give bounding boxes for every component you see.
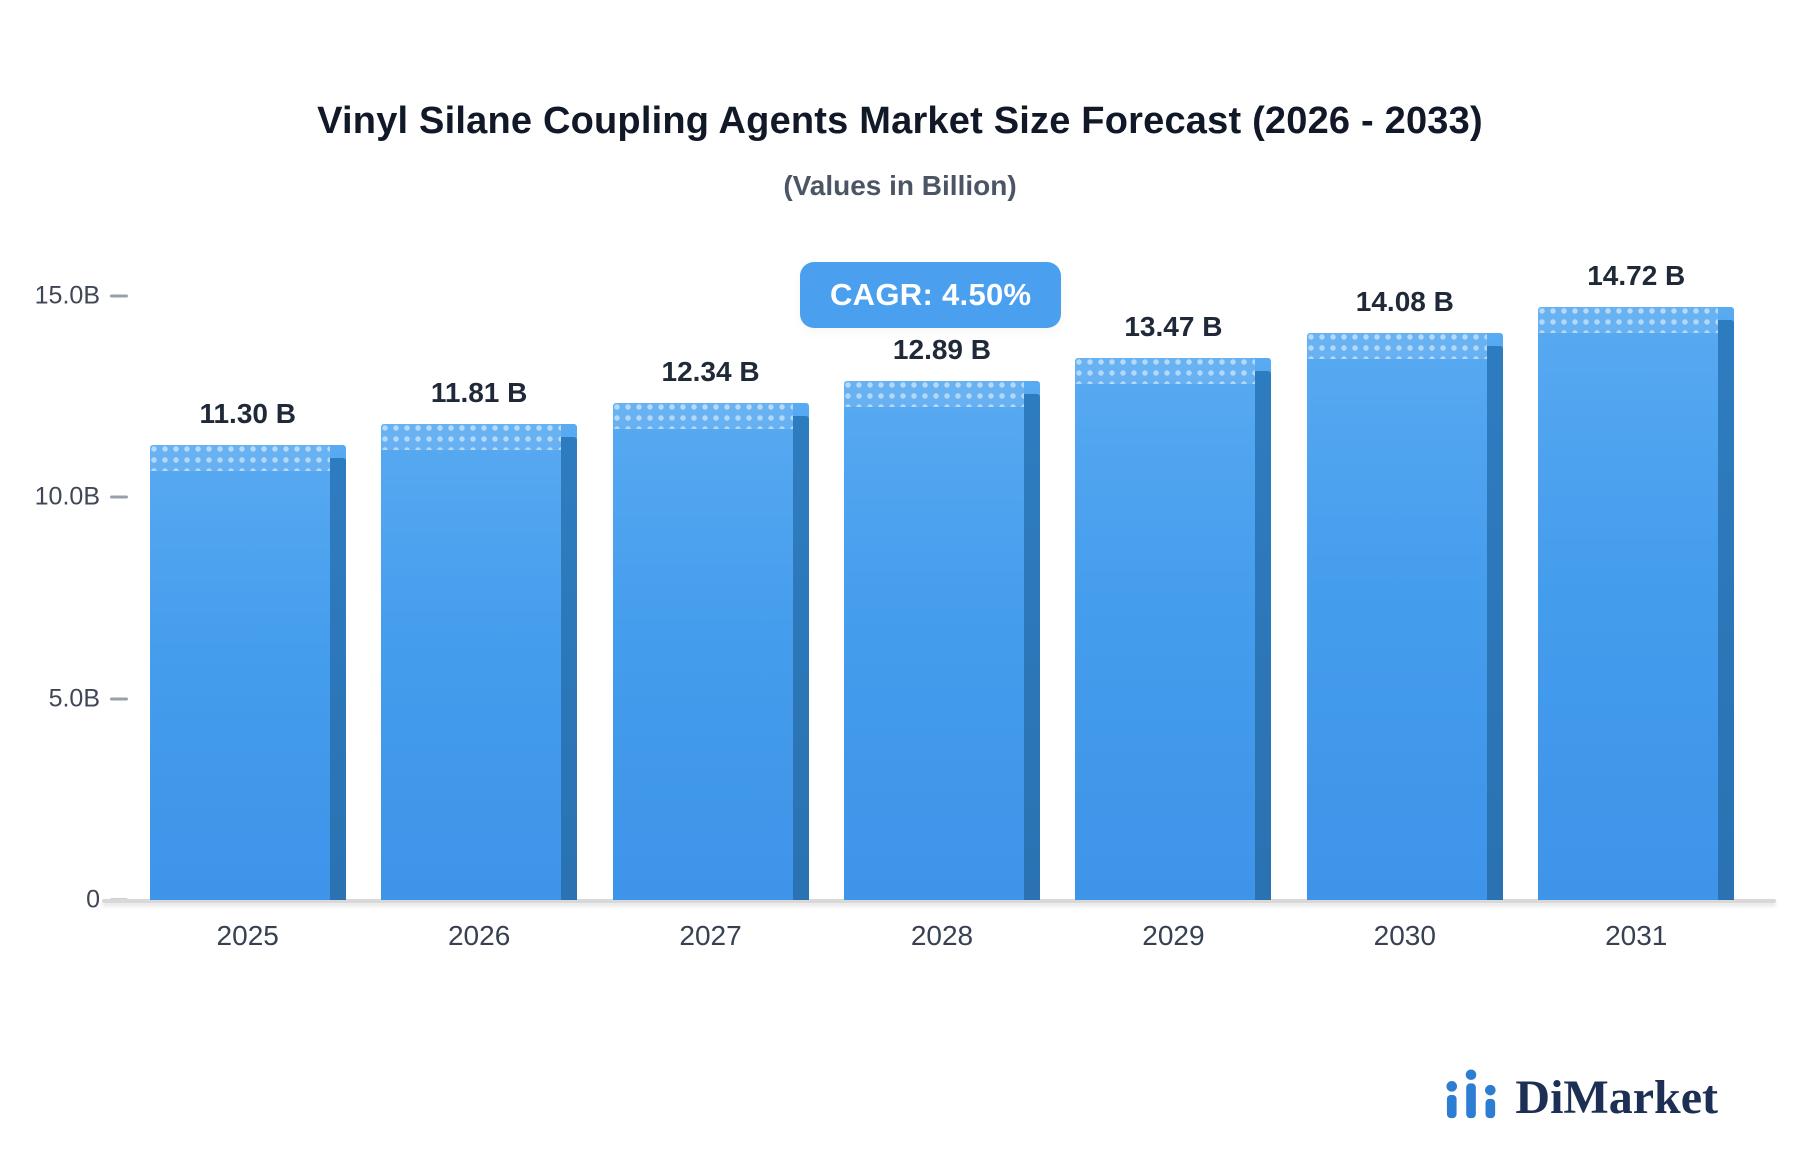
bar-2026: 11.81 B bbox=[381, 377, 578, 900]
y-tick-label: 10.0B bbox=[34, 482, 100, 511]
bar-side-shadow bbox=[561, 437, 578, 900]
bar-top-cap bbox=[1306, 333, 1487, 360]
bar-2031: 14.72 B bbox=[1538, 260, 1735, 900]
bar-side-shadow bbox=[1255, 370, 1272, 900]
bar-face bbox=[612, 403, 809, 900]
y-tick: 15.0B bbox=[0, 282, 128, 311]
y-axis: 15.0B 10.0B 5.0B 0 bbox=[0, 282, 128, 914]
bar-value-label: 11.30 B bbox=[199, 398, 296, 429]
y-tick-mark bbox=[110, 495, 128, 499]
bar-top-cap bbox=[843, 380, 1024, 407]
chart-subtitle: (Values in Billion) bbox=[783, 170, 1017, 201]
bar-2028: 12.89 B bbox=[843, 334, 1040, 900]
bar-face bbox=[1306, 333, 1503, 900]
bar-side-shadow bbox=[1023, 393, 1040, 900]
bar-face bbox=[1075, 357, 1272, 900]
y-tick-label: 15.0B bbox=[34, 281, 100, 310]
bar-slot: 12.89 B 2028 bbox=[826, 296, 1057, 951]
bar-top-cap bbox=[381, 424, 562, 451]
x-axis-label: 2027 bbox=[679, 920, 742, 951]
bar-slot: 13.47 B 2029 bbox=[1058, 296, 1289, 951]
bar-face bbox=[149, 445, 346, 900]
bar-value-label: 14.08 B bbox=[1355, 286, 1454, 318]
y-tick-mark bbox=[110, 294, 128, 298]
bar-face bbox=[381, 424, 578, 900]
y-tick-label: 0 bbox=[86, 885, 100, 914]
x-axis-label: 2030 bbox=[1373, 920, 1436, 951]
bar-slot: 12.34 B 2027 bbox=[595, 296, 826, 951]
cagr-badge: CAGR: 4.50% bbox=[800, 262, 1062, 328]
bar-value-label: 11.81 B bbox=[430, 377, 528, 409]
bar-face bbox=[843, 380, 1040, 900]
bar-value-label: 12.89 B bbox=[892, 333, 992, 365]
bar-face bbox=[1538, 307, 1735, 900]
bar-2027: 12.34 B bbox=[612, 356, 809, 900]
bar-side-shadow bbox=[792, 416, 809, 900]
y-tick-mark bbox=[110, 697, 128, 701]
bar-top-cap bbox=[1538, 307, 1719, 334]
plot-area: 11.30 B 2025 11.81 B 2026 12.34 B 2027 12.89 B… bbox=[102, 260, 1776, 951]
y-tick: 5.0B bbox=[0, 684, 128, 713]
brand-name: DiMarket bbox=[1515, 1071, 1718, 1124]
dimarket-logo-icon bbox=[1446, 1069, 1497, 1119]
brand-logo: DiMarket bbox=[1441, 1068, 1718, 1122]
bar-side-shadow bbox=[329, 458, 346, 900]
x-axis-label: 2025 bbox=[216, 920, 279, 951]
bar-slot: 14.08 B 2030 bbox=[1289, 286, 1520, 951]
bar-2029: 13.47 B bbox=[1075, 311, 1272, 900]
bar-slot: 14.72 B 2031 bbox=[1521, 260, 1752, 951]
bar-slot: 11.30 B 2025 bbox=[132, 296, 363, 951]
x-axis-label: 2031 bbox=[1605, 920, 1668, 951]
bar-value-label: 14.72 B bbox=[1587, 260, 1686, 292]
bar-top-cap bbox=[149, 445, 330, 471]
x-axis-label: 2026 bbox=[447, 920, 511, 951]
bar-top-cap bbox=[1075, 357, 1256, 384]
y-tick: 10.0B bbox=[0, 483, 128, 512]
bar-2025: 11.30 B bbox=[149, 398, 346, 900]
bar-2030: 14.08 B bbox=[1306, 286, 1503, 900]
bar-slots: 11.30 B 2025 11.81 B 2026 12.34 B 2027 12.89 B… bbox=[132, 260, 1752, 951]
bar-top-cap bbox=[612, 403, 793, 430]
bar-value-label: 12.34 B bbox=[661, 356, 760, 388]
y-tick-label: 5.0B bbox=[48, 684, 100, 713]
bar-value-label: 13.47 B bbox=[1124, 310, 1223, 342]
x-axis-label: 2029 bbox=[1142, 920, 1205, 951]
x-axis-label: 2028 bbox=[910, 920, 974, 951]
bar-side-shadow bbox=[1718, 320, 1735, 900]
bar-slot: 11.81 B 2026 bbox=[363, 296, 594, 951]
x-axis-line bbox=[102, 899, 1776, 903]
bar-side-shadow bbox=[1486, 346, 1503, 900]
chart-title: Vinyl Silane Coupling Agents Market Size… bbox=[317, 100, 1483, 142]
